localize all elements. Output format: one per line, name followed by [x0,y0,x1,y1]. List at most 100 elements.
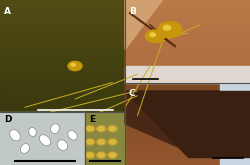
Ellipse shape [58,140,68,150]
Bar [125,10,250,12]
Bar [0,43,125,45]
Bar [125,134,250,136]
Bar [0,83,125,85]
Bar [0,56,125,58]
Bar [125,19,250,21]
Bar [0,34,125,36]
Circle shape [108,152,117,158]
Bar [0,99,125,101]
Bar [0,9,125,11]
Circle shape [164,25,170,30]
Bar [0,38,125,40]
Bar [125,25,250,27]
Bar [125,31,250,33]
Circle shape [108,139,117,145]
Bar [125,23,250,25]
Bar [125,132,250,134]
Bar [0,76,125,79]
Bar [0,49,125,52]
Bar [0,47,125,49]
Circle shape [98,140,104,144]
Text: B: B [129,7,136,16]
Bar [0,45,125,47]
Bar [125,15,250,16]
Text: E: E [89,115,95,125]
Bar [125,95,250,97]
Bar [125,111,250,114]
Bar [125,117,250,120]
Bar [125,21,250,23]
Bar [0,94,125,97]
Polygon shape [125,91,250,157]
Bar [125,4,250,6]
Bar [125,150,250,153]
Ellipse shape [68,131,77,140]
Bar [0,108,125,110]
Polygon shape [125,91,250,157]
Bar [125,114,250,116]
Bar [125,128,250,130]
Circle shape [86,126,94,132]
Bar [125,33,250,35]
Bar [125,39,250,41]
Bar [125,72,250,74]
Bar [0,70,125,72]
Bar [125,93,250,95]
Bar [0,40,125,43]
Bar [125,12,250,15]
Bar [125,101,250,103]
Circle shape [110,153,116,157]
Bar [0,22,125,25]
Bar [0,101,125,103]
Bar [0,27,125,29]
Bar [125,91,250,93]
Bar [125,89,250,91]
Ellipse shape [29,128,36,136]
Circle shape [87,140,93,144]
Bar [125,76,250,78]
Bar [125,50,250,51]
Circle shape [68,61,82,71]
Bar [0,25,125,27]
Ellipse shape [50,124,59,134]
Bar [0,105,125,108]
Bar [0,90,125,92]
Bar [125,115,250,117]
Bar [125,126,250,128]
Bar [0,81,125,83]
Circle shape [146,30,165,43]
Bar [125,8,250,10]
Bar [125,163,250,165]
Bar [0,65,125,67]
Bar [125,97,250,99]
Circle shape [97,126,106,132]
Bar [125,70,250,72]
Circle shape [87,127,93,131]
Bar [0,92,125,94]
Circle shape [110,140,116,144]
Bar [125,66,250,82]
Bar [125,48,250,50]
Bar [125,147,250,148]
Circle shape [110,127,116,131]
Bar [125,29,250,31]
Bar [125,60,250,62]
Bar [0,4,125,7]
Text: A: A [4,7,11,16]
Bar [125,148,250,150]
Bar [125,103,250,105]
Polygon shape [125,0,162,50]
Bar [125,43,250,45]
Bar [125,87,250,89]
Bar [125,105,250,107]
Ellipse shape [10,130,20,141]
Bar [0,110,125,112]
Circle shape [150,33,156,37]
Bar [125,107,250,109]
Bar [0,61,125,63]
Bar [0,11,125,14]
Bar [125,74,250,76]
Bar [125,157,250,159]
Bar [0,67,125,70]
Bar [0,79,125,81]
